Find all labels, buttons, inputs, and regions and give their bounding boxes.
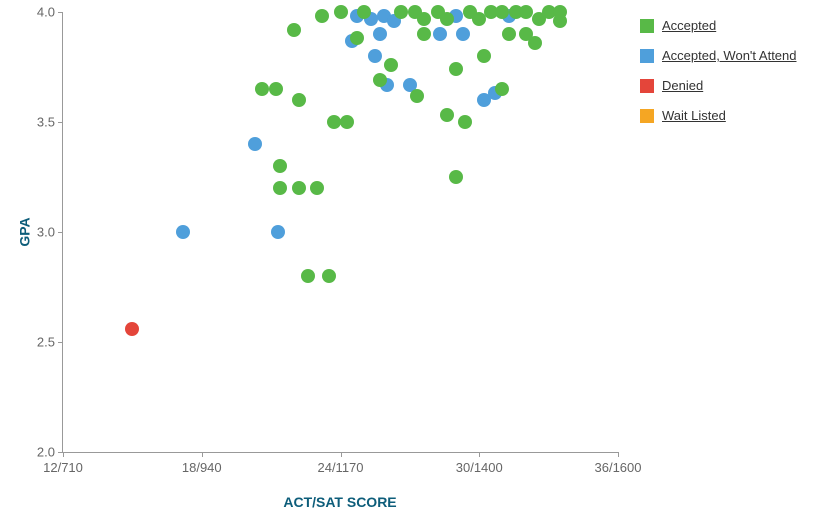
data-point[interactable] <box>322 269 336 283</box>
data-point[interactable] <box>368 49 382 63</box>
data-point[interactable] <box>495 5 509 19</box>
x-tick-mark <box>618 452 619 457</box>
legend-swatch-icon <box>640 49 654 63</box>
x-tick-mark <box>63 452 64 457</box>
legend-swatch-icon <box>640 79 654 93</box>
legend: Accepted Accepted, Won't Attend Denied Wait… <box>640 18 805 138</box>
legend-label: Accepted <box>662 18 716 33</box>
chart-container: GPA ACT/SAT SCORE 2.02.53.03.54.012/7101… <box>0 0 813 516</box>
data-point[interactable] <box>301 269 315 283</box>
data-point[interactable] <box>502 27 516 41</box>
data-point[interactable] <box>273 181 287 195</box>
y-tick-mark <box>58 232 63 233</box>
data-point[interactable] <box>553 14 567 28</box>
data-point[interactable] <box>373 27 387 41</box>
x-tick-mark <box>479 452 480 457</box>
y-tick-mark <box>58 12 63 13</box>
legend-swatch-icon <box>640 19 654 33</box>
plot-area: 2.02.53.03.54.012/71018/94024/117030/140… <box>62 12 618 453</box>
data-point[interactable] <box>384 58 398 72</box>
data-point[interactable] <box>315 9 329 23</box>
data-point[interactable] <box>433 27 447 41</box>
data-point[interactable] <box>350 31 364 45</box>
data-point[interactable] <box>271 225 285 239</box>
legend-item-waitlisted[interactable]: Wait Listed <box>640 108 805 123</box>
data-point[interactable] <box>458 115 472 129</box>
legend-label: Accepted, Won't Attend <box>662 48 797 63</box>
data-point[interactable] <box>310 181 324 195</box>
data-point[interactable] <box>176 225 190 239</box>
x-axis-label: ACT/SAT SCORE <box>283 494 396 510</box>
data-point[interactable] <box>410 89 424 103</box>
x-tick-mark <box>202 452 203 457</box>
legend-item-accepted[interactable]: Accepted <box>640 18 805 33</box>
x-tick-mark <box>341 452 342 457</box>
y-tick-mark <box>58 342 63 343</box>
data-point[interactable] <box>248 137 262 151</box>
data-point[interactable] <box>327 115 341 129</box>
legend-label: Wait Listed <box>662 108 726 123</box>
data-point[interactable] <box>357 5 371 19</box>
data-point[interactable] <box>417 27 431 41</box>
data-point[interactable] <box>287 23 301 37</box>
data-point[interactable] <box>273 159 287 173</box>
y-tick-mark <box>58 122 63 123</box>
data-point[interactable] <box>292 93 306 107</box>
data-point[interactable] <box>440 12 454 26</box>
data-point[interactable] <box>449 62 463 76</box>
data-point[interactable] <box>340 115 354 129</box>
data-point[interactable] <box>519 27 533 41</box>
data-point[interactable] <box>373 73 387 87</box>
legend-item-denied[interactable]: Denied <box>640 78 805 93</box>
data-point[interactable] <box>477 49 491 63</box>
data-point[interactable] <box>440 108 454 122</box>
data-point[interactable] <box>449 170 463 184</box>
data-point[interactable] <box>255 82 269 96</box>
data-point[interactable] <box>456 27 470 41</box>
data-point[interactable] <box>394 5 408 19</box>
data-point[interactable] <box>495 82 509 96</box>
legend-item-wont_attend[interactable]: Accepted, Won't Attend <box>640 48 805 63</box>
data-point[interactable] <box>269 82 283 96</box>
data-point[interactable] <box>292 181 306 195</box>
y-axis-label: GPA <box>17 217 33 246</box>
data-point[interactable] <box>417 12 431 26</box>
legend-label: Denied <box>662 78 703 93</box>
data-point[interactable] <box>519 5 533 19</box>
legend-swatch-icon <box>640 109 654 123</box>
data-point[interactable] <box>334 5 348 19</box>
data-point[interactable] <box>125 322 139 336</box>
